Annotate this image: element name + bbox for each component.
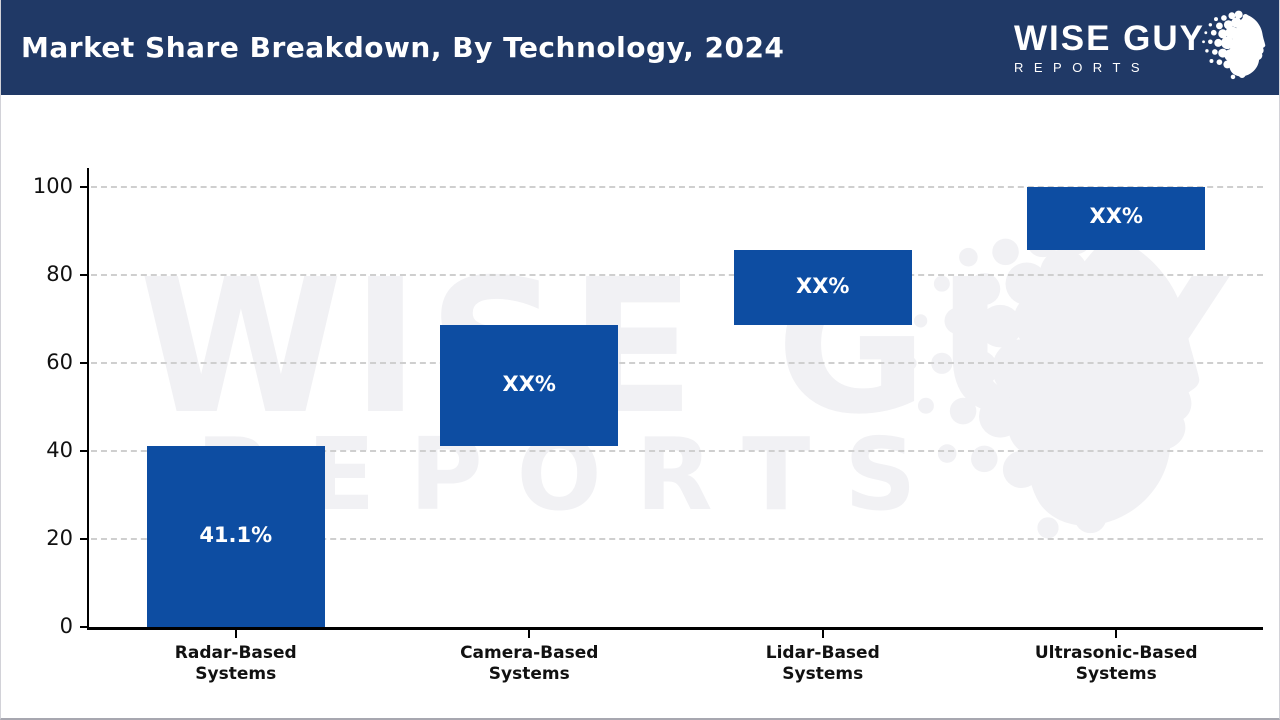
x-tick-mark xyxy=(528,630,531,638)
x-category-label: Radar-Based Systems xyxy=(174,643,297,684)
bar-segment xyxy=(733,249,912,326)
bar-value-label: XX% xyxy=(796,273,850,298)
bar-value-label: XX% xyxy=(502,371,556,396)
chart-area: WISE GUY REPORTS 0 20 40 60 80 100 41.1% XX% XX… xyxy=(1,95,1279,718)
y-tick-mark xyxy=(80,626,89,628)
y-tick-label: 0 xyxy=(59,614,73,638)
x-category-label: Camera-Based Systems xyxy=(460,643,599,684)
x-tick-mark xyxy=(821,630,824,638)
gridline xyxy=(91,186,1263,188)
x-category-label: Lidar-Based Systems xyxy=(765,643,880,684)
x-category-label: Ultrasonic-Based Systems xyxy=(1034,643,1198,684)
logo-subtitle: REPORTS xyxy=(1013,59,1151,75)
gridline xyxy=(91,274,1263,276)
header-bar: Market Share Breakdown, By Technology, 2… xyxy=(1,0,1279,95)
y-tick-label: 80 xyxy=(46,262,73,286)
x-tick-mark xyxy=(1115,630,1118,638)
y-tick-label: 100 xyxy=(32,174,73,198)
wise-guy-logo: WISE GUY REPORTS xyxy=(1014,10,1267,86)
y-tick-mark xyxy=(80,186,89,188)
y-axis-line xyxy=(87,168,89,629)
gridline xyxy=(91,538,1263,540)
logo-text: WISE GUY REPORTS xyxy=(1013,18,1205,75)
watermark-wordmark: WISE GUY xyxy=(139,239,1236,455)
y-tick-mark xyxy=(80,362,89,364)
gridline xyxy=(91,450,1263,452)
y-tick-mark xyxy=(80,274,89,276)
watermark-face-icon xyxy=(859,220,1237,565)
y-tick-mark xyxy=(80,450,89,452)
chart-title: Market Share Breakdown, By Technology, 2… xyxy=(21,31,785,64)
gridline xyxy=(91,362,1263,364)
bar-value-label: XX% xyxy=(1089,204,1143,229)
y-tick-label: 20 xyxy=(46,526,73,550)
x-axis-line xyxy=(87,627,1263,630)
logo-face-icon xyxy=(1199,10,1267,86)
bar-segment xyxy=(146,446,325,627)
x-tick-mark xyxy=(234,630,237,638)
y-tick-mark xyxy=(80,538,89,540)
y-tick-label: 60 xyxy=(46,350,73,374)
y-tick-label: 40 xyxy=(46,438,73,462)
logo-wordmark: WISE GUY xyxy=(1013,18,1205,58)
bar-segment xyxy=(440,325,619,447)
bar-value-label: 41.1% xyxy=(199,522,273,547)
